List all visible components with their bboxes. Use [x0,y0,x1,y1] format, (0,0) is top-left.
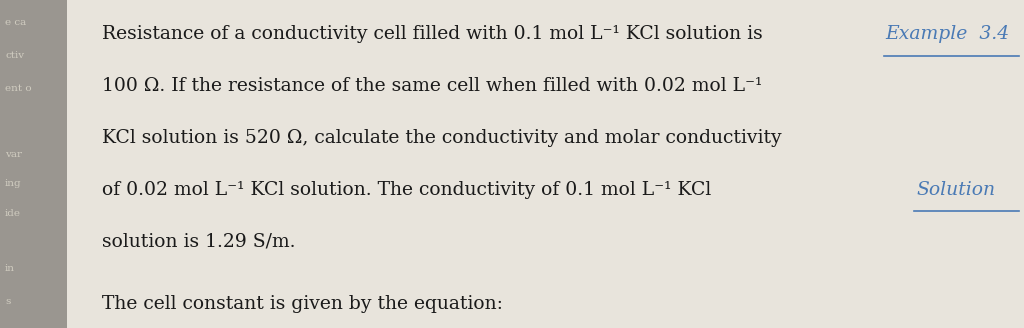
FancyBboxPatch shape [0,0,67,328]
Text: ing: ing [5,179,22,188]
Text: of 0.02 mol L⁻¹ KCl solution. The conductivity of 0.1 mol L⁻¹ KCl: of 0.02 mol L⁻¹ KCl solution. The conduc… [102,181,712,199]
Text: in: in [5,264,15,274]
Text: ent o: ent o [5,84,32,93]
Text: ctiv: ctiv [5,51,25,60]
Text: KCl solution is 520 Ω, calculate the conductivity and molar conductivity: KCl solution is 520 Ω, calculate the con… [102,129,782,147]
Text: The cell constant is given by the equation:: The cell constant is given by the equati… [102,295,503,313]
Text: s: s [5,297,10,306]
Text: Solution: Solution [916,181,995,199]
Text: Resistance of a conductivity cell filled with 0.1 mol L⁻¹ KCl solution is: Resistance of a conductivity cell filled… [102,25,763,43]
FancyBboxPatch shape [67,0,1024,328]
Text: Example  3.4: Example 3.4 [886,25,1010,43]
Text: ide: ide [5,209,22,218]
Text: e ca: e ca [5,18,27,28]
Text: var: var [5,150,23,159]
Text: 100 Ω. If the resistance of the same cell when filled with 0.02 mol L⁻¹: 100 Ω. If the resistance of the same cel… [102,77,763,95]
Text: solution is 1.29 S/m.: solution is 1.29 S/m. [102,233,296,251]
